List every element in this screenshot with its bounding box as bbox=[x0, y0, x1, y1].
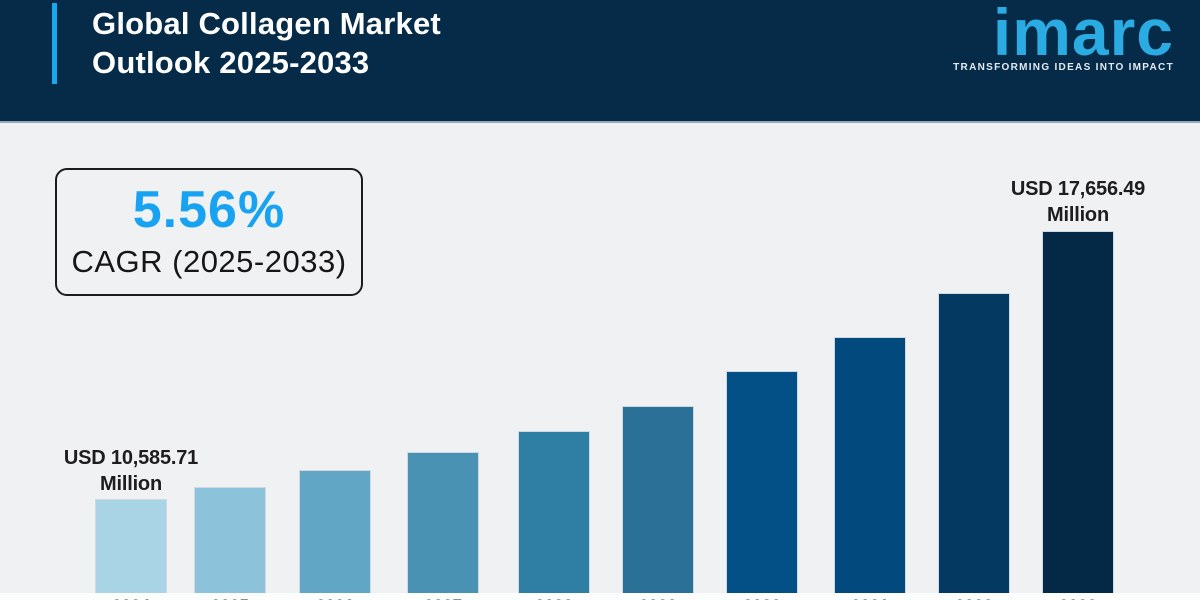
title-line-1: Global Collagen Market bbox=[92, 6, 441, 41]
x-axis-label-2024: 2024 bbox=[112, 596, 150, 600]
bar-2026 bbox=[300, 471, 370, 593]
bar-2033 bbox=[1043, 232, 1113, 593]
cagr-box: 5.56% CAGR (2025-2033) bbox=[55, 168, 363, 296]
x-axis-label-2032: 2032 bbox=[955, 596, 993, 600]
x-axis-label-2029: 2029 bbox=[639, 596, 677, 600]
value-label-line1: USD 17,656.49 bbox=[1010, 178, 1146, 200]
x-axis-band bbox=[0, 593, 1200, 600]
title-line-2: Outlook 2025-2033 bbox=[92, 45, 370, 80]
x-axis-label-2027: 2027 bbox=[424, 596, 462, 600]
bar-2027 bbox=[408, 453, 478, 593]
bar-2031 bbox=[835, 338, 905, 593]
x-axis-label-2033: 2033 bbox=[1059, 596, 1097, 600]
bar-2029 bbox=[623, 407, 693, 593]
bar-2030 bbox=[727, 372, 797, 593]
x-axis-label-2025: 2025 bbox=[211, 596, 249, 600]
title-accent-bar bbox=[52, 3, 57, 84]
first-bar-value-label: USD 10,585.71 Million bbox=[64, 445, 198, 497]
page-title: Global Collagen Market Outlook 2025-2033 bbox=[92, 4, 441, 82]
header: Global Collagen Market Outlook 2025-2033 … bbox=[0, 0, 1200, 123]
bar-2028 bbox=[519, 432, 589, 593]
cagr-label: CAGR (2025-2033) bbox=[71, 244, 347, 279]
value-label-line2: Million bbox=[100, 473, 162, 495]
bar-2024 bbox=[96, 500, 166, 593]
value-label-line2: Million bbox=[1047, 204, 1109, 226]
last-bar-value-label: USD 17,656.49 Million bbox=[1011, 176, 1145, 228]
cagr-value: 5.56% bbox=[132, 181, 286, 239]
logo-wordmark: imarc bbox=[992, 0, 1174, 69]
x-axis-label-2031: 2031 bbox=[851, 596, 889, 600]
bar-2025 bbox=[195, 488, 265, 593]
bar-2032 bbox=[939, 294, 1009, 593]
x-axis-label-2030: 2030 bbox=[743, 596, 781, 600]
x-axis-label-2026: 2026 bbox=[316, 596, 354, 600]
value-label-line1: USD 10,585.71 bbox=[63, 447, 199, 469]
imarc-logo: imarc TRANSFORMING IDEAS INTO IMPACT bbox=[953, 0, 1174, 73]
logo-tagline: TRANSFORMING IDEAS INTO IMPACT bbox=[953, 62, 1174, 73]
x-axis-label-2028: 2028 bbox=[535, 596, 573, 600]
